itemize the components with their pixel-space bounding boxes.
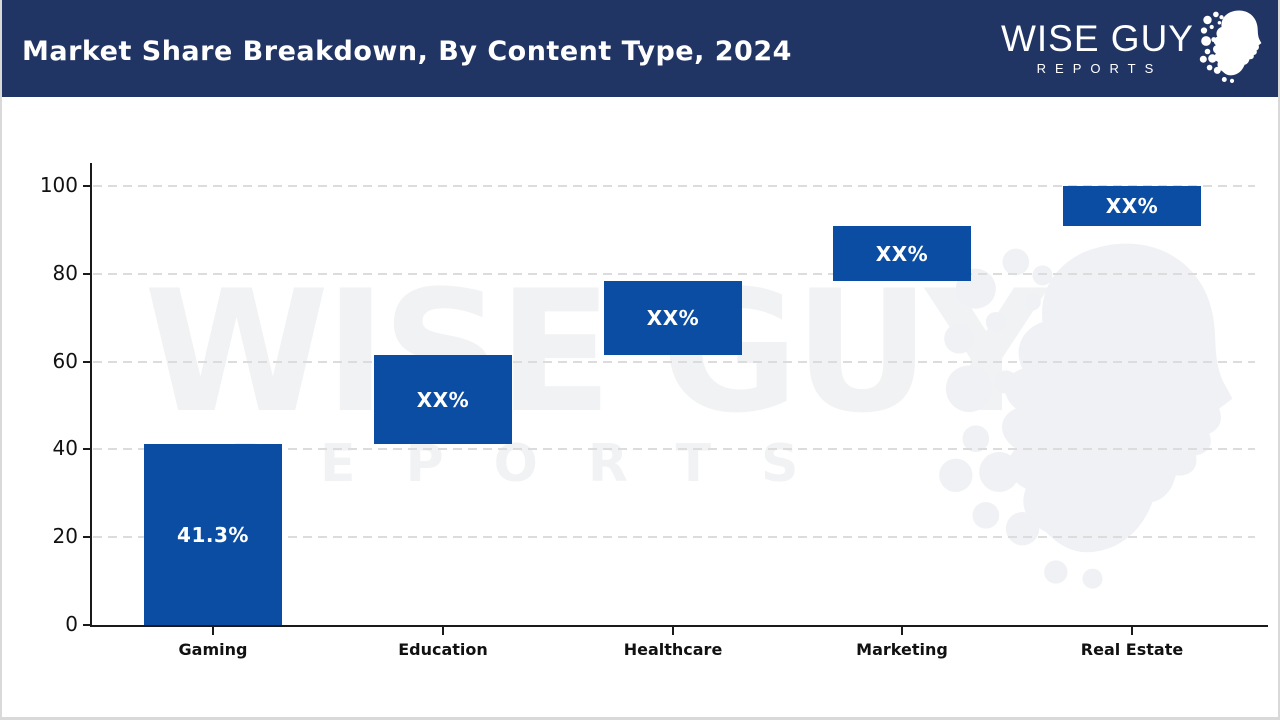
gridline-20 xyxy=(93,536,1255,538)
bar-value-label: XX% xyxy=(646,306,700,330)
bar-value-label: XX% xyxy=(416,387,470,412)
y-tick-label-40: 40 xyxy=(52,436,78,460)
y-tick-40 xyxy=(83,448,91,450)
logo-wordmark-line2: REPORTS xyxy=(1036,61,1163,76)
bar-value-label: 41.3% xyxy=(177,522,249,547)
y-tick-100 xyxy=(83,185,91,187)
gridline-80 xyxy=(93,273,1255,275)
y-tick-60 xyxy=(83,361,91,363)
x-category-label: Gaming xyxy=(178,640,248,659)
logo-wordmark: WISE GUY REPORTS xyxy=(1001,20,1194,76)
page-title: Market Share Breakdown, By Content Type,… xyxy=(22,36,792,67)
y-tick-label-80: 80 xyxy=(52,261,78,285)
x-tick-4 xyxy=(1131,627,1133,635)
x-category-label: Education xyxy=(398,640,488,659)
header: Market Share Breakdown, By Content Type,… xyxy=(2,0,1278,97)
y-axis xyxy=(90,163,92,627)
bar-marketing: XX% xyxy=(833,226,971,281)
y-tick-label-20: 20 xyxy=(52,524,78,548)
y-tick-20 xyxy=(83,536,91,538)
watermark-subtitle: REPORTS xyxy=(230,434,849,494)
x-tick-3 xyxy=(901,627,903,635)
y-tick-label-100: 100 xyxy=(39,173,78,197)
bar-education: XX% xyxy=(374,355,512,444)
bar-healthcare: XX% xyxy=(604,281,742,355)
y-tick-80 xyxy=(83,273,91,275)
x-category-label: Marketing xyxy=(856,640,948,659)
gridline-100 xyxy=(93,185,1255,187)
x-category-label: Healthcare xyxy=(623,640,723,659)
logo-head-icon xyxy=(1199,10,1262,83)
bar-real-estate: XX% xyxy=(1063,186,1201,226)
x-tick-2 xyxy=(672,627,674,635)
wiseguy-logo: WISE GUY REPORTS xyxy=(1001,6,1268,90)
x-tick-0 xyxy=(212,627,214,635)
y-tick-label-0: 0 xyxy=(65,612,78,636)
x-tick-1 xyxy=(442,627,444,635)
x-axis xyxy=(90,625,1268,627)
bar-value-label: XX% xyxy=(1105,194,1159,218)
bar-gaming: 41.3% xyxy=(144,444,282,625)
logo-wordmark-line1: WISE GUY xyxy=(1000,18,1194,59)
y-tick-label-60: 60 xyxy=(52,349,78,373)
gridline-60 xyxy=(93,361,1255,363)
bar-value-label: XX% xyxy=(875,241,929,266)
watermark-wordmark: WISE GUY xyxy=(144,254,1047,450)
watermark-head-icon xyxy=(939,243,1233,589)
x-category-label: Real Estate xyxy=(1080,640,1184,659)
gridline-40 xyxy=(93,448,1255,450)
y-tick-0 xyxy=(83,624,91,626)
